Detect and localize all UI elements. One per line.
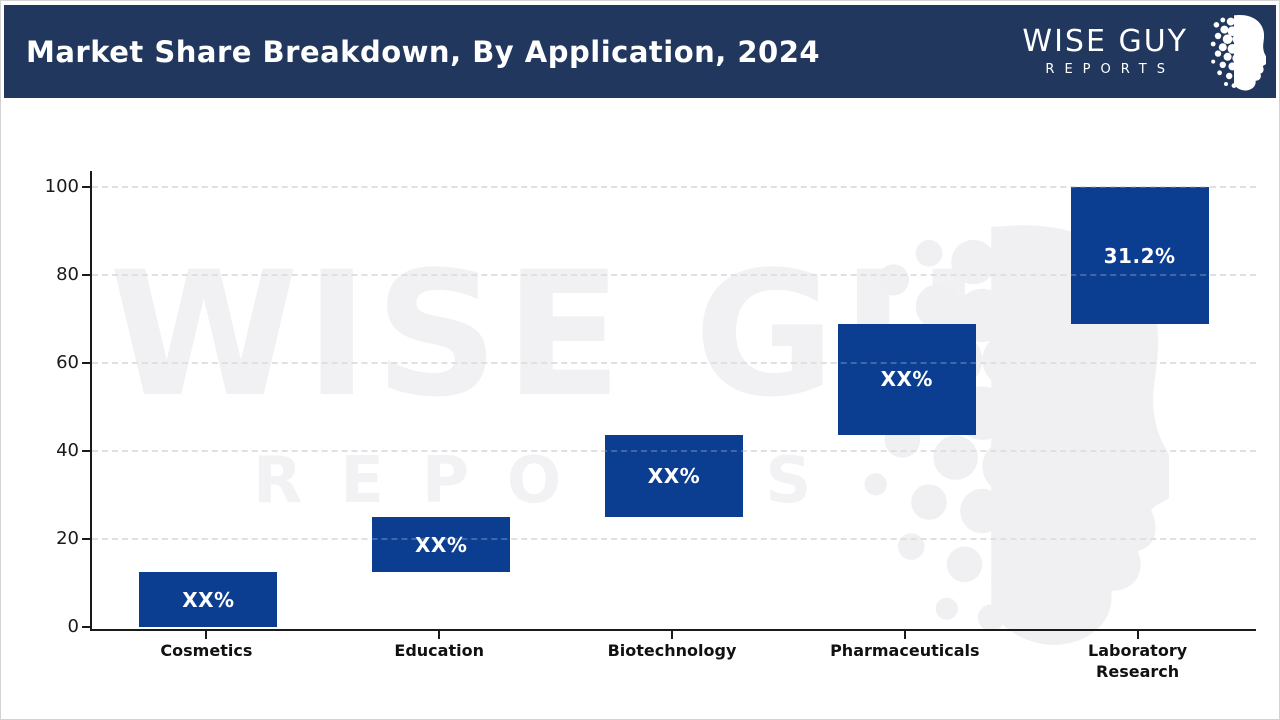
bar-value-label: XX%	[880, 367, 933, 392]
x-tick-2	[671, 631, 673, 639]
y-tick-60	[82, 362, 90, 364]
y-tick-20	[82, 538, 90, 540]
gridline-overlay-40	[92, 450, 1256, 452]
wiseguy-logo: WISE GUY REPORTS	[1022, 11, 1266, 93]
gridline-80	[92, 274, 1256, 276]
gridline-overlay-100	[92, 186, 1256, 188]
gridline-60	[92, 362, 1256, 364]
bar-education: XX%	[372, 517, 511, 572]
bar-laboratory-research: 31.2%	[1070, 187, 1209, 325]
y-tick-0	[82, 626, 90, 628]
x-label-laboratory-research: Laboratory Research	[1088, 641, 1188, 681]
bar-biotechnology: XX%	[605, 434, 743, 517]
y-tick-100	[82, 186, 90, 188]
y-tick-label-80: 80	[56, 264, 79, 285]
y-tick-80	[82, 274, 90, 276]
wiseguy-face-icon	[1210, 14, 1266, 90]
x-tick-1	[438, 631, 441, 639]
y-tick-40	[82, 450, 90, 452]
header-bar: Market Share Breakdown, By Application, …	[4, 5, 1276, 98]
x-tick-4	[1136, 631, 1139, 639]
x-label-pharmaceuticals: Pharmaceuticals	[830, 641, 980, 660]
bar-value-label: XX%	[182, 587, 235, 612]
bar-value-label: 31.2%	[1103, 243, 1176, 268]
bar-value-label: XX%	[647, 463, 701, 488]
y-tick-label-40: 40	[56, 440, 79, 461]
x-label-cosmetics: Cosmetics	[160, 641, 253, 660]
logo-wordmark: WISE GUY	[1022, 24, 1188, 59]
gridline-overlay-20	[92, 538, 1256, 540]
bar-value-label: XX%	[414, 532, 468, 557]
x-label-education: Education	[394, 641, 484, 660]
gridline-overlay-60	[92, 362, 1256, 364]
x-tick-0	[205, 631, 208, 639]
y-tick-label-100: 100	[44, 176, 79, 197]
logo-subtext: REPORTS	[1045, 62, 1176, 77]
chart-title: Market Share Breakdown, By Application, …	[26, 34, 821, 69]
plot-area: XX% XX% XX% XX% 31.2%	[90, 171, 1256, 631]
y-tick-label-0: 0	[67, 616, 79, 637]
y-tick-label-60: 60	[56, 352, 79, 373]
x-label-biotechnology: Biotechnology	[607, 641, 737, 660]
gridline-20	[92, 538, 1256, 540]
gridline-overlay-80	[92, 274, 1256, 276]
bar-pharmaceuticals: XX%	[837, 324, 976, 435]
x-tick-3	[903, 631, 906, 639]
y-tick-label-20: 20	[56, 528, 79, 549]
gridline-100	[92, 186, 1256, 188]
bar-cosmetics: XX%	[139, 572, 278, 627]
